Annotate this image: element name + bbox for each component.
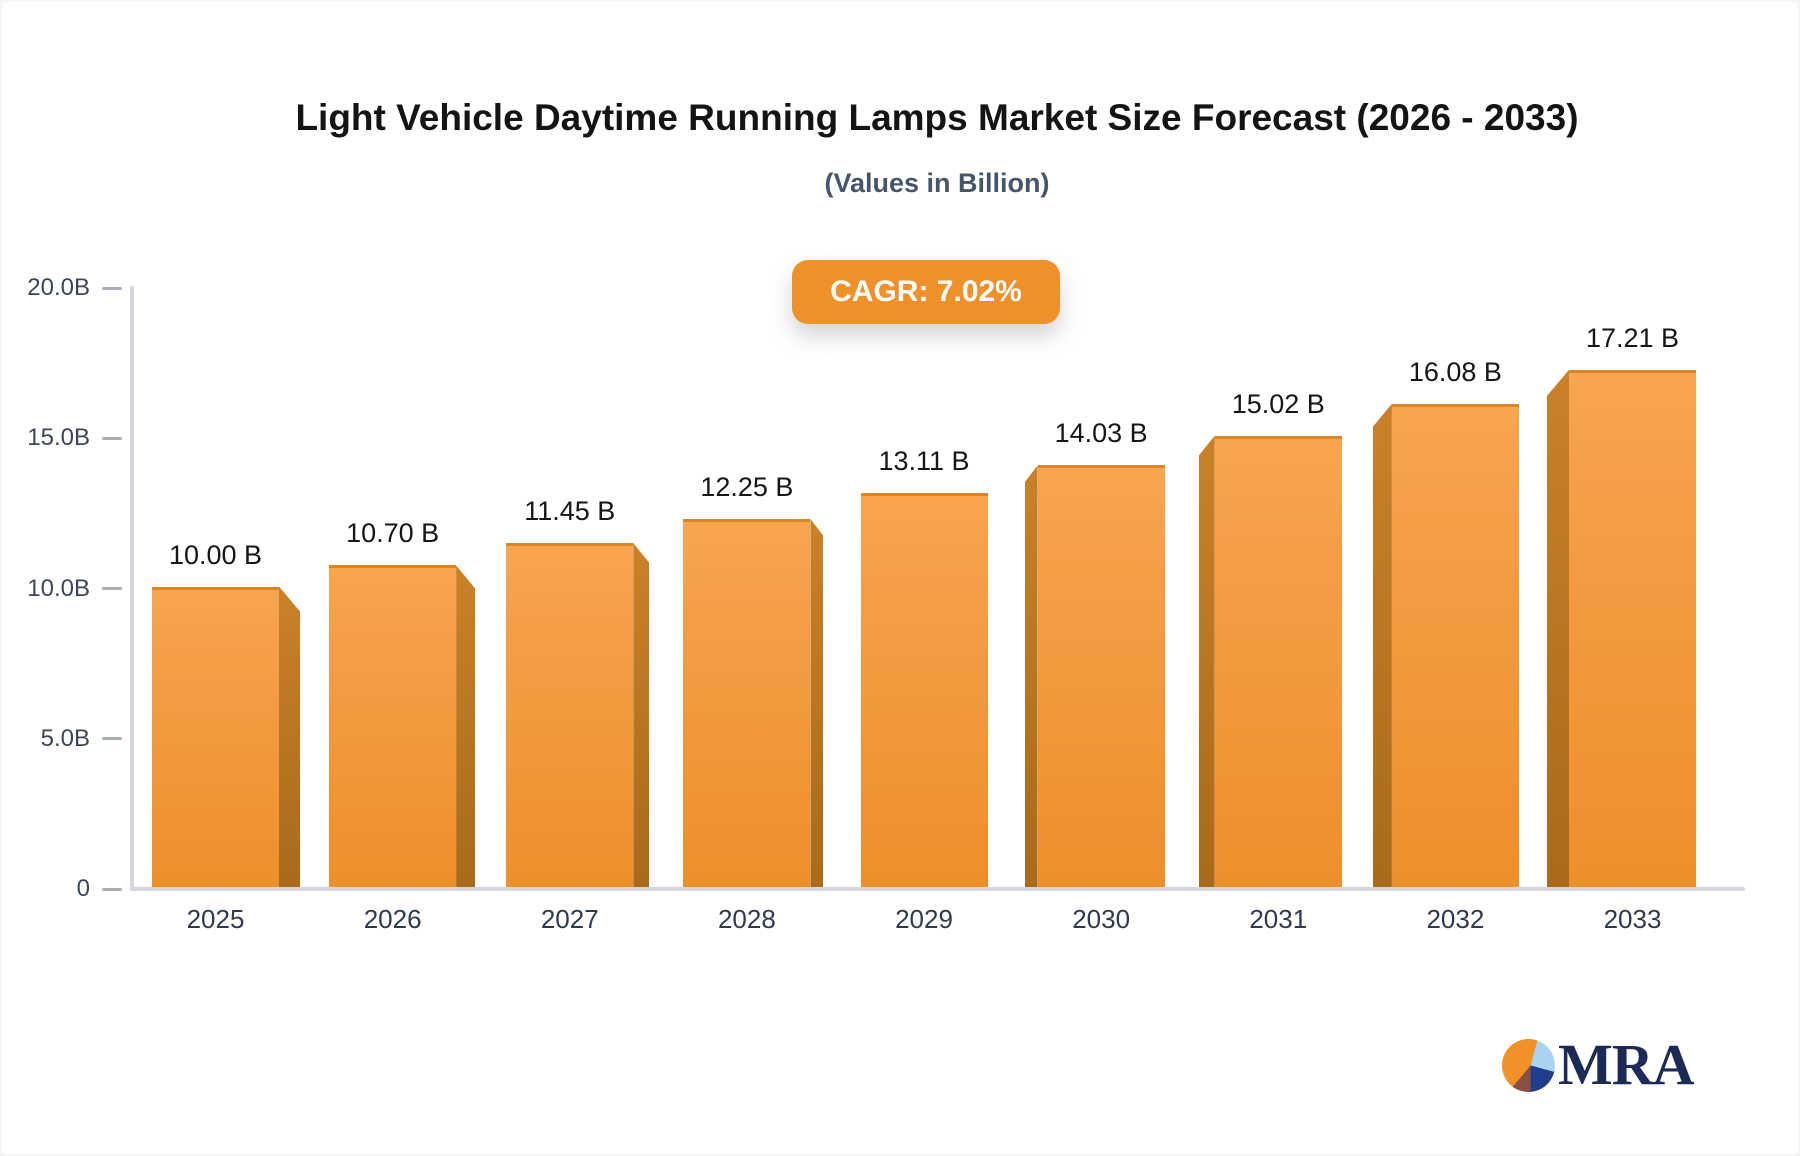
y-tick-label: 10.0B bbox=[27, 574, 90, 602]
bar-2029 bbox=[860, 493, 988, 887]
y-tick-dash bbox=[102, 737, 122, 741]
bar-2031 bbox=[1214, 435, 1342, 887]
x-axis-line bbox=[130, 887, 1745, 891]
cagr-badge-label: CAGR: 7.02% bbox=[830, 275, 1022, 308]
x-tick-label: 2031 bbox=[1249, 904, 1308, 934]
chart-title: Light Vehicle Daytime Running Lamps Mark… bbox=[295, 97, 1579, 138]
x-tick-label: 2026 bbox=[363, 904, 422, 934]
cagr-badge: CAGR: 7.02% bbox=[792, 260, 1060, 324]
x-tick-label: 2025 bbox=[186, 904, 245, 934]
bar-value-label: 15.02 B bbox=[1231, 388, 1325, 419]
y-tick-dash bbox=[102, 587, 122, 590]
bar-2026 bbox=[329, 565, 457, 887]
bar-2030 bbox=[1037, 465, 1165, 887]
y-tick-label: 15.0B bbox=[27, 424, 90, 452]
bar-side bbox=[633, 542, 650, 887]
bar-2025 bbox=[152, 586, 279, 887]
bar-value-label: 11.45 B bbox=[524, 495, 616, 526]
x-tick-label: 2030 bbox=[1072, 904, 1131, 934]
brand-text: MRA bbox=[1558, 1032, 1695, 1097]
bar-2033 bbox=[1569, 369, 1696, 887]
bar-side bbox=[279, 586, 300, 887]
bar-value-label: 12.25 B bbox=[700, 471, 794, 502]
bar-side bbox=[1547, 369, 1569, 887]
brand-logo: MRA bbox=[1502, 1032, 1695, 1097]
x-tick-label: 2028 bbox=[717, 904, 776, 934]
bar-value-label: 13.11 B bbox=[878, 446, 970, 477]
pie-chart-logo-icon bbox=[1502, 1038, 1555, 1092]
y-tick-label: 20.0B bbox=[27, 274, 90, 301]
y-tick-dash bbox=[102, 436, 122, 440]
bar-2028 bbox=[683, 518, 811, 887]
bar-side bbox=[1024, 465, 1038, 887]
y-axis-line bbox=[130, 286, 134, 891]
y-tick-label: 5.0B bbox=[40, 724, 90, 752]
chart-subtitle: (Values in Billion) bbox=[824, 168, 1050, 198]
bar-side bbox=[810, 518, 824, 887]
y-tick-dash bbox=[102, 286, 122, 290]
bar-value-label: 10.00 B bbox=[168, 539, 263, 570]
x-tick-label: 2033 bbox=[1603, 904, 1662, 934]
bar-2027 bbox=[506, 542, 634, 887]
bar-value-label: 17.21 B bbox=[1585, 322, 1680, 353]
bar-value-label: 16.08 B bbox=[1408, 356, 1502, 387]
y-tick-dash bbox=[102, 887, 122, 891]
x-tick-label: 2029 bbox=[895, 904, 953, 934]
bar-side bbox=[456, 565, 476, 887]
bar-side bbox=[1198, 435, 1215, 887]
bar-value-label: 14.03 B bbox=[1054, 418, 1148, 449]
y-tick-label: 0 bbox=[76, 875, 90, 902]
x-tick-label: 2027 bbox=[540, 904, 599, 934]
bar-side bbox=[1372, 403, 1392, 887]
bar-value-label: 10.70 B bbox=[346, 518, 440, 549]
x-tick-label: 2032 bbox=[1426, 904, 1485, 934]
bar-2032 bbox=[1391, 403, 1519, 887]
